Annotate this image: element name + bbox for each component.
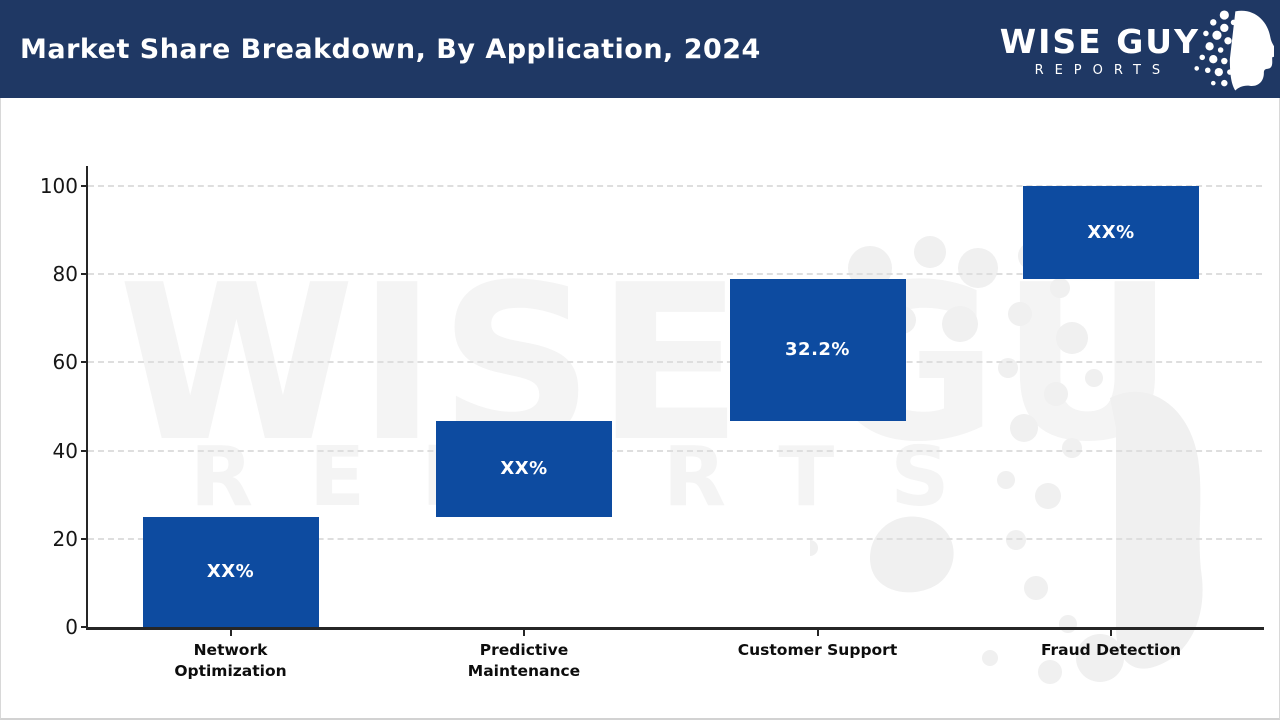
wise-guy-logo: WISE GUY REPORTS (1000, 0, 1274, 98)
y-tick-60 (81, 361, 87, 364)
category-label-3: Fraud Detection (1040, 641, 1182, 659)
category-label-2: Customer Support (737, 641, 898, 659)
y-tick-label-0: 0 (65, 615, 78, 639)
category-label-1: Predictive Maintenance (467, 641, 581, 680)
watermark-wordmark: WISE GU (118, 238, 1177, 489)
gridline-60 (88, 361, 1262, 364)
bar-value-label-1: XX% (500, 458, 548, 480)
bar-0: XX% (142, 516, 319, 627)
y-tick-label-40: 40 (52, 438, 78, 463)
x-tick-1 (523, 630, 525, 636)
bar-3: XX% (1023, 186, 1199, 279)
x-axis-line (86, 627, 1264, 630)
y-tick-0 (81, 626, 87, 628)
category-label-0: Network Optimization (174, 641, 287, 680)
gridline-100 (88, 185, 1262, 187)
logo-subtitle: REPORTS (1034, 63, 1172, 78)
logo-text: WISE GUY REPORTS (1000, 22, 1200, 78)
bar-value-label-2: 32.2% (785, 339, 850, 361)
y-tick-20 (81, 537, 87, 540)
header-banner: Market Share Breakdown, By Application, … (0, 0, 1280, 98)
logo-head-icon (1194, 10, 1274, 91)
page-title: Market Share Breakdown, By Application, … (20, 33, 761, 65)
y-tick-100 (81, 185, 87, 187)
gridline-80 (88, 273, 1262, 276)
gridline-20 (88, 537, 1262, 540)
gridline-40 (88, 449, 1262, 452)
logo-wordmark: WISE GUY (999, 22, 1200, 61)
bar-value-label-3: XX% (1087, 221, 1135, 243)
y-tick-label-20: 20 (52, 526, 78, 551)
bar-1: XX% (436, 420, 612, 517)
x-tick-0 (229, 630, 232, 636)
y-tick-80 (81, 273, 87, 276)
x-tick-2 (816, 630, 819, 636)
y-axis-line (86, 166, 88, 629)
waterfall-chart: 0 20 40 60 80 100 XX% Network Optimization XX% Pre… (0, 98, 1280, 720)
x-tick-3 (1110, 630, 1112, 636)
y-tick-label-60: 60 (52, 350, 78, 375)
bar-2: 32.2% (729, 278, 906, 421)
y-tick-label-100: 100 (39, 174, 78, 198)
y-tick-label-80: 80 (52, 262, 78, 287)
bar-value-label-0: XX% (206, 561, 255, 583)
y-tick-40 (81, 449, 87, 452)
